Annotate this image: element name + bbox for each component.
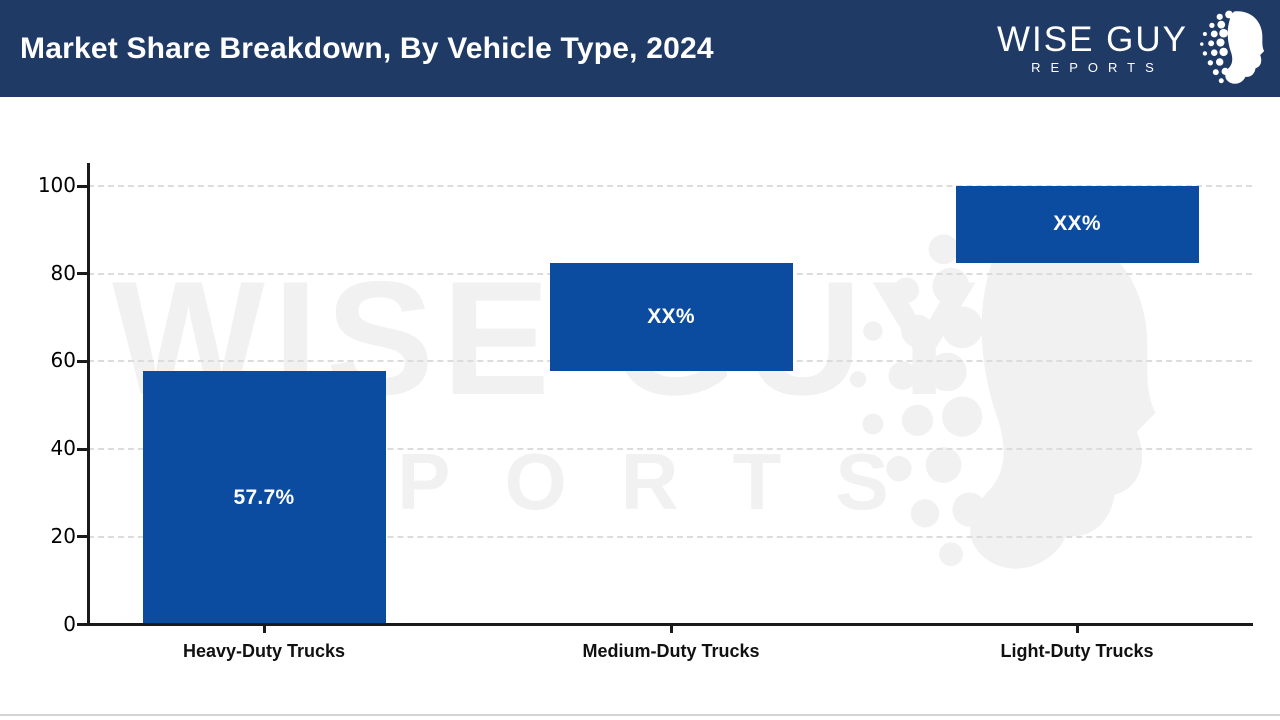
logo-head-icon: [1200, 10, 1265, 84]
bar-value-label-3: XX%: [1053, 212, 1101, 236]
page-title: Market Share Breakdown, By Vehicle Type,…: [20, 31, 714, 65]
gridline-100: [88, 185, 1252, 187]
x-category-label-2: Medium-Duty Trucks: [582, 641, 760, 661]
y-tick-label-60: 60: [50, 348, 76, 373]
bottom-divider: [0, 714, 1280, 716]
watermark-head-icon: [849, 219, 1156, 569]
wise-guy-logo: WISE GUY REPORTS: [997, 6, 1268, 90]
y-tick-label-20: 20: [50, 523, 76, 548]
x-tick-mark-2: [669, 626, 673, 633]
y-tick-label-100: 100: [37, 173, 76, 197]
logo-wordmark: WISE GUY: [996, 19, 1188, 59]
gridline-20: [88, 535, 1252, 538]
logo-text: WISE GUY REPORTS: [996, 19, 1188, 76]
x-tick-mark-3: [1075, 626, 1079, 633]
y-tick-mark-60: [77, 359, 87, 363]
bar-value-label-1: 57.7%: [233, 485, 295, 509]
header-bar: Market Share Breakdown, By Vehicle Type,…: [0, 0, 1280, 97]
bar-2: XX%: [549, 262, 793, 372]
x-tick-mark-1: [262, 626, 266, 633]
y-tick-mark-0: [77, 623, 87, 626]
y-tick-mark-100: [77, 184, 87, 188]
logo-subtext: REPORTS: [1031, 60, 1164, 76]
x-axis-line: [87, 623, 1253, 626]
y-tick-mark-80: [77, 272, 87, 276]
y-tick-mark-20: [77, 535, 87, 539]
y-tick-label-0: 0: [63, 611, 76, 636]
y-tick-label-80: 80: [50, 260, 76, 285]
x-category-label-3: Light-Duty Trucks: [1000, 641, 1154, 661]
gridline-40: [88, 448, 1252, 451]
bar-3: XX%: [955, 186, 1199, 263]
y-axis-line: [87, 163, 90, 626]
y-tick-label-40: 40: [50, 436, 76, 461]
x-category-label-1: Heavy-Duty Trucks: [182, 641, 346, 661]
bar-1: 57.7%: [142, 371, 386, 625]
y-tick-mark-40: [77, 447, 87, 451]
bar-value-label-2: XX%: [647, 305, 695, 329]
